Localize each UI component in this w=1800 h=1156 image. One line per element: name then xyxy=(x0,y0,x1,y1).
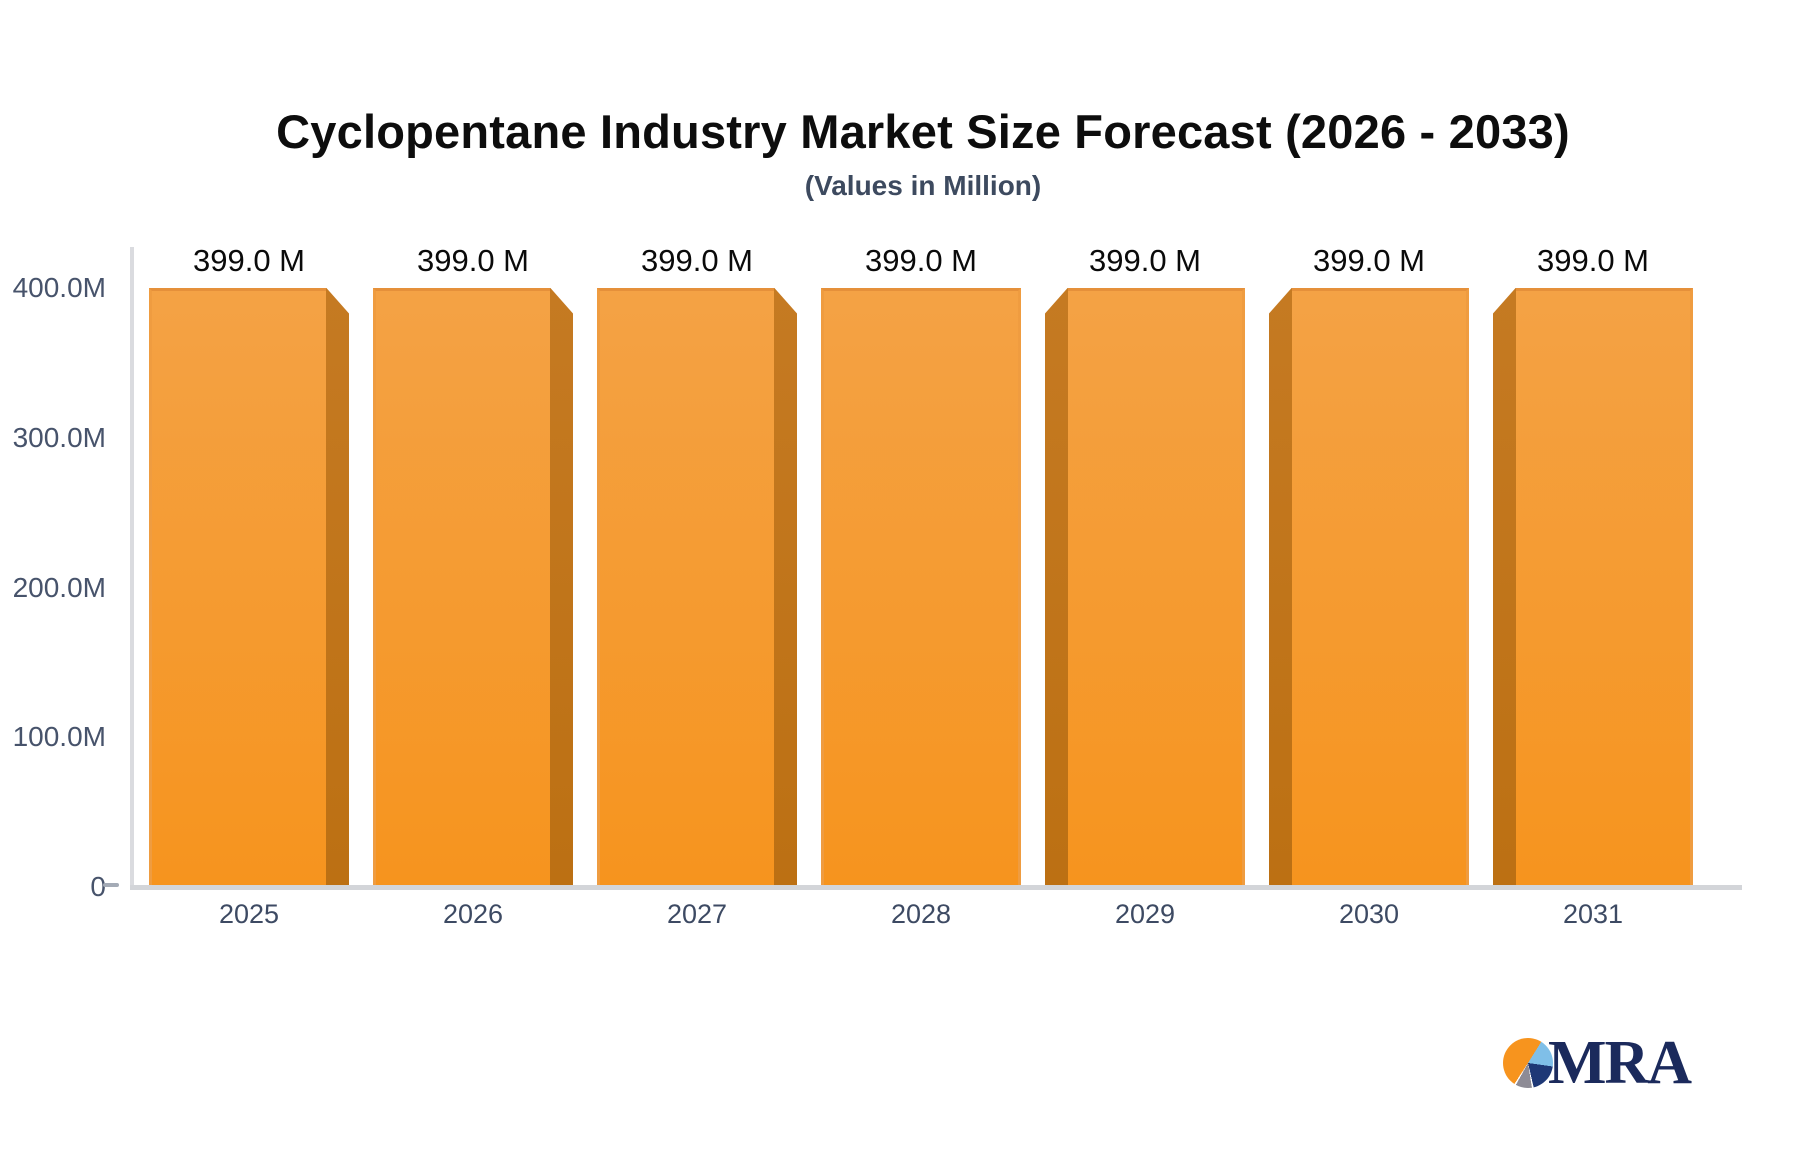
chart-title: Cyclopentane Industry Market Size Foreca… xyxy=(276,105,1570,158)
y-tick-100m: 100.0M xyxy=(12,721,106,752)
bar-2028[interactable] xyxy=(821,287,1021,885)
bar-3d-side xyxy=(1493,287,1516,885)
bar-value-label: 399.0 M xyxy=(416,243,529,278)
x-label-2025: 2025 xyxy=(218,899,280,929)
x-label-2031: 2031 xyxy=(1562,899,1624,929)
mra-logo[interactable]: MRA xyxy=(1503,1029,1692,1097)
bar-column-2030: 399.0 M xyxy=(1269,230,1469,885)
bar-track xyxy=(597,286,797,885)
bar-face xyxy=(1068,287,1245,885)
bar-track xyxy=(149,286,349,885)
logo-text: MRA xyxy=(1548,1029,1692,1097)
x-label-2029: 2029 xyxy=(1114,899,1176,929)
chart-subtitle: (Values in Million) xyxy=(804,170,1042,201)
bar-2026[interactable] xyxy=(373,287,573,885)
bar-value-label: 399.0 M xyxy=(1088,243,1201,278)
bar-track xyxy=(1269,286,1469,885)
bar-2031[interactable] xyxy=(1493,287,1693,885)
bar-column-2025: 399.0 M xyxy=(149,230,349,885)
bar-column-2029: 399.0 M xyxy=(1045,230,1245,885)
plot-area: 399.0 M 399.0 M 399.0 M xyxy=(149,230,1693,885)
bar-2029[interactable] xyxy=(1045,287,1245,885)
bar-face xyxy=(1292,287,1469,885)
bar-track xyxy=(1493,286,1693,885)
y-tick-0: 0 xyxy=(90,871,106,902)
bar-value-label: 399.0 M xyxy=(1312,243,1425,278)
x-axis-labels: 2025 2026 2027 2028 2029 2030 2031 xyxy=(149,899,1693,930)
bar-column-2028: 399.0 M xyxy=(821,230,1021,885)
y-tick-400m: 400.0M xyxy=(12,272,106,303)
y-axis-line xyxy=(130,247,134,889)
y-tick-300m: 300.0M xyxy=(12,422,106,453)
bar-face xyxy=(597,287,774,885)
x-label-2028: 2028 xyxy=(890,899,952,929)
bar-track xyxy=(821,286,1021,885)
bar-value-label: 399.0 M xyxy=(192,243,305,278)
bar-3d-side xyxy=(1269,287,1292,885)
bar-2025[interactable] xyxy=(149,287,349,885)
bar-value-label: 399.0 M xyxy=(1536,243,1649,278)
bar-3d-side xyxy=(774,287,797,885)
bar-face xyxy=(373,287,550,885)
bar-column-2027: 399.0 M xyxy=(597,230,797,885)
pie-chart-icon xyxy=(1503,1038,1553,1088)
bar-track xyxy=(1045,286,1245,885)
x-axis-line xyxy=(130,885,1742,890)
bar-3d-side xyxy=(550,287,573,885)
x-label-2026: 2026 xyxy=(442,899,504,929)
bar-3d-side xyxy=(1045,287,1068,885)
bar-face xyxy=(149,287,326,885)
bar-track xyxy=(373,286,573,885)
bar-column-2026: 399.0 M xyxy=(373,230,573,885)
bar-3d-side xyxy=(326,287,349,885)
bar-column-2031: 399.0 M xyxy=(1493,230,1693,885)
y-tick-200m: 200.0M xyxy=(12,572,106,603)
zero-tick-mark xyxy=(103,883,119,887)
bar-2027[interactable] xyxy=(597,287,797,885)
bar-face xyxy=(821,287,1021,885)
bar-2030[interactable] xyxy=(1269,287,1469,885)
bar-face xyxy=(1516,287,1693,885)
bar-value-label: 399.0 M xyxy=(864,243,977,278)
bar-value-label: 399.0 M xyxy=(640,243,753,278)
x-label-2030: 2030 xyxy=(1338,899,1400,929)
x-label-2027: 2027 xyxy=(666,899,728,929)
